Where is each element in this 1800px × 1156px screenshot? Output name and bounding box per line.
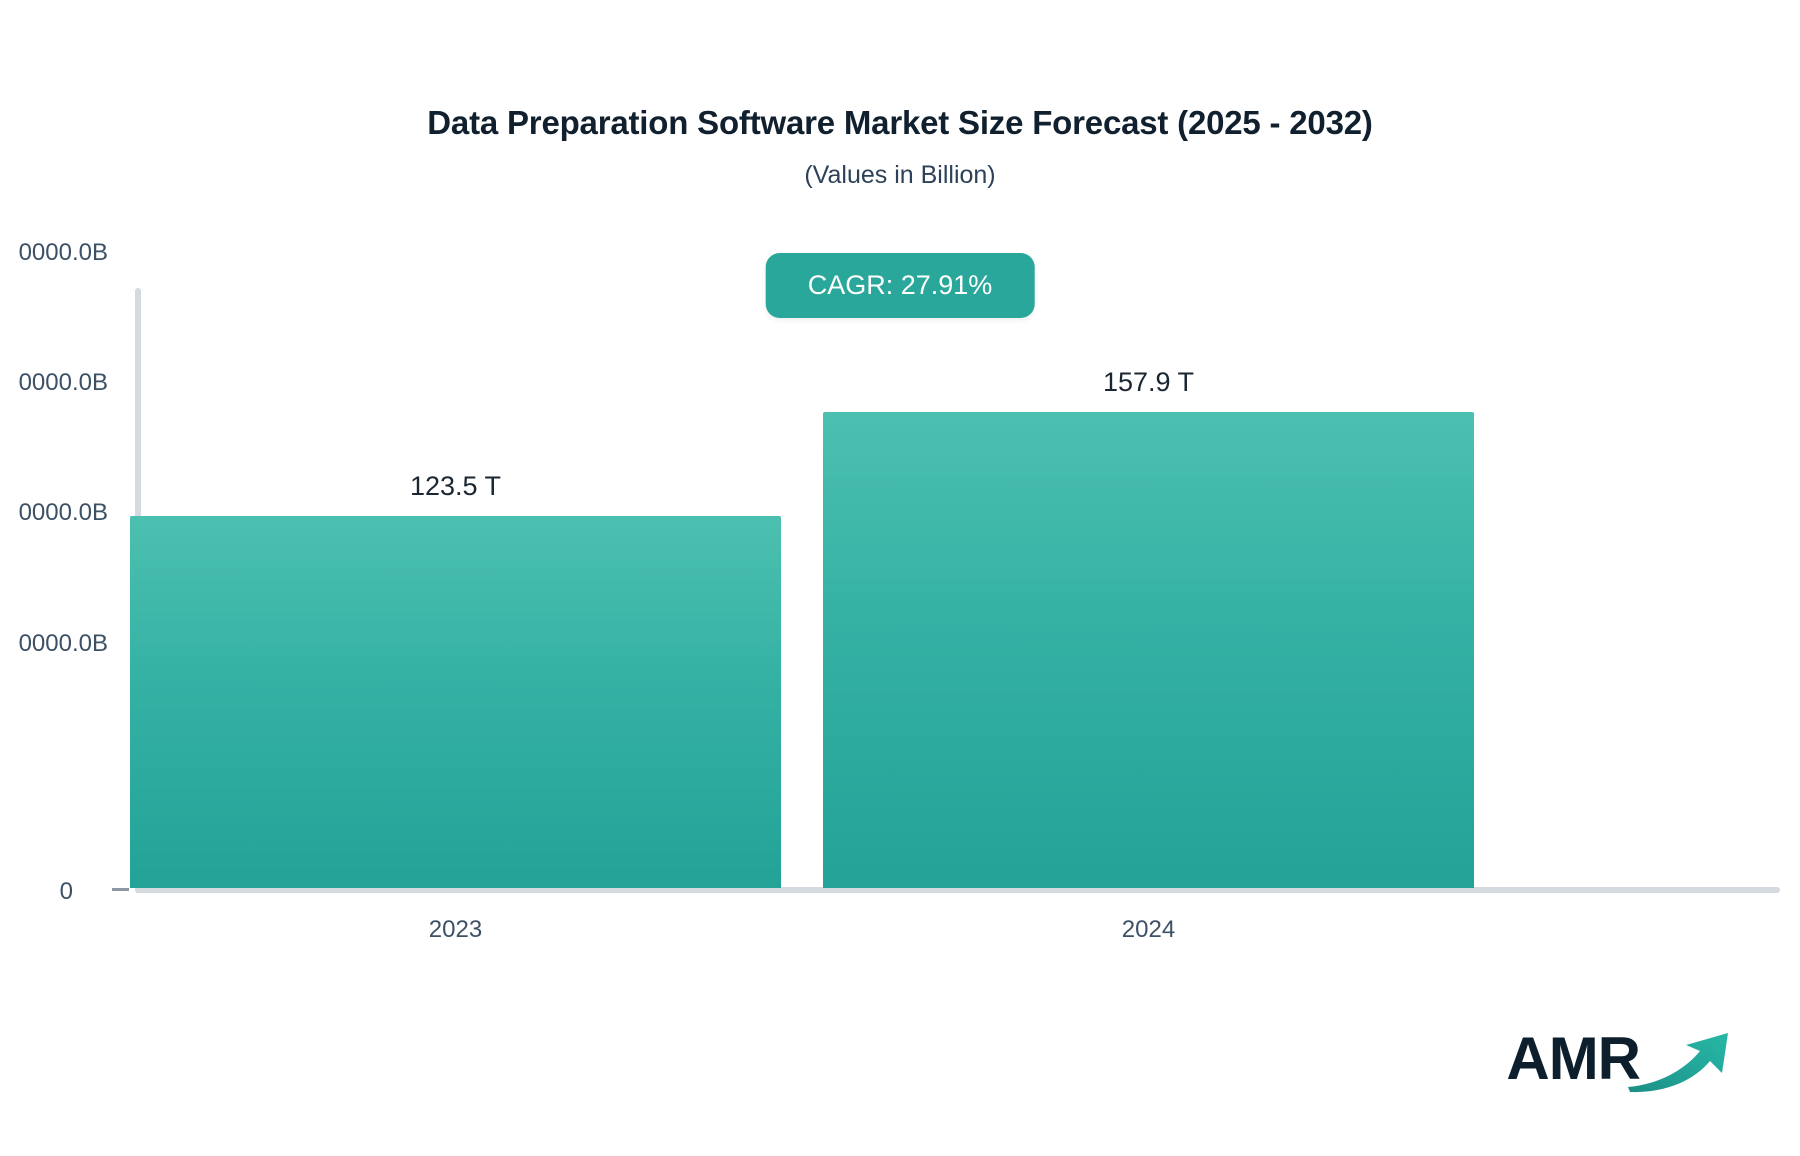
y-axis-tick-label-0: 0 [59, 878, 73, 905]
bar-value-label-2024: 157.9 T [1102, 367, 1195, 397]
chart-header: Data Preparation Software Market Size Fo… [0, 0, 1800, 190]
y-axis-tick-label-1: 0000.0B [18, 630, 108, 657]
logo-text: AMR [1506, 1025, 1641, 1092]
page-title: Data Preparation Software Market Size Fo… [427, 104, 1373, 141]
bar-value-label-2023: 123.5 T [409, 471, 502, 501]
x-axis-line [135, 887, 1780, 893]
cagr-badge: CAGR: 27.91% [765, 253, 1035, 318]
chart-subtitle: (Values in Billion) [804, 160, 996, 189]
amr-logo: AMR [1506, 1024, 1742, 1094]
y-axis-tick-mark-0 [112, 888, 129, 891]
x-axis-category-label-2024: 2024 [1121, 916, 1176, 943]
bar-2024[interactable] [823, 412, 1474, 888]
x-axis-category-label-2023: 2023 [428, 916, 483, 943]
growth-arrow-icon [1624, 1025, 1742, 1100]
y-axis-tick-label-3: 0000.0B [18, 369, 108, 396]
y-axis-tick-label-4: 0000.0B [18, 239, 108, 266]
bar-2023[interactable] [130, 516, 781, 888]
y-axis-tick-label-2: 0000.0B [18, 499, 108, 526]
